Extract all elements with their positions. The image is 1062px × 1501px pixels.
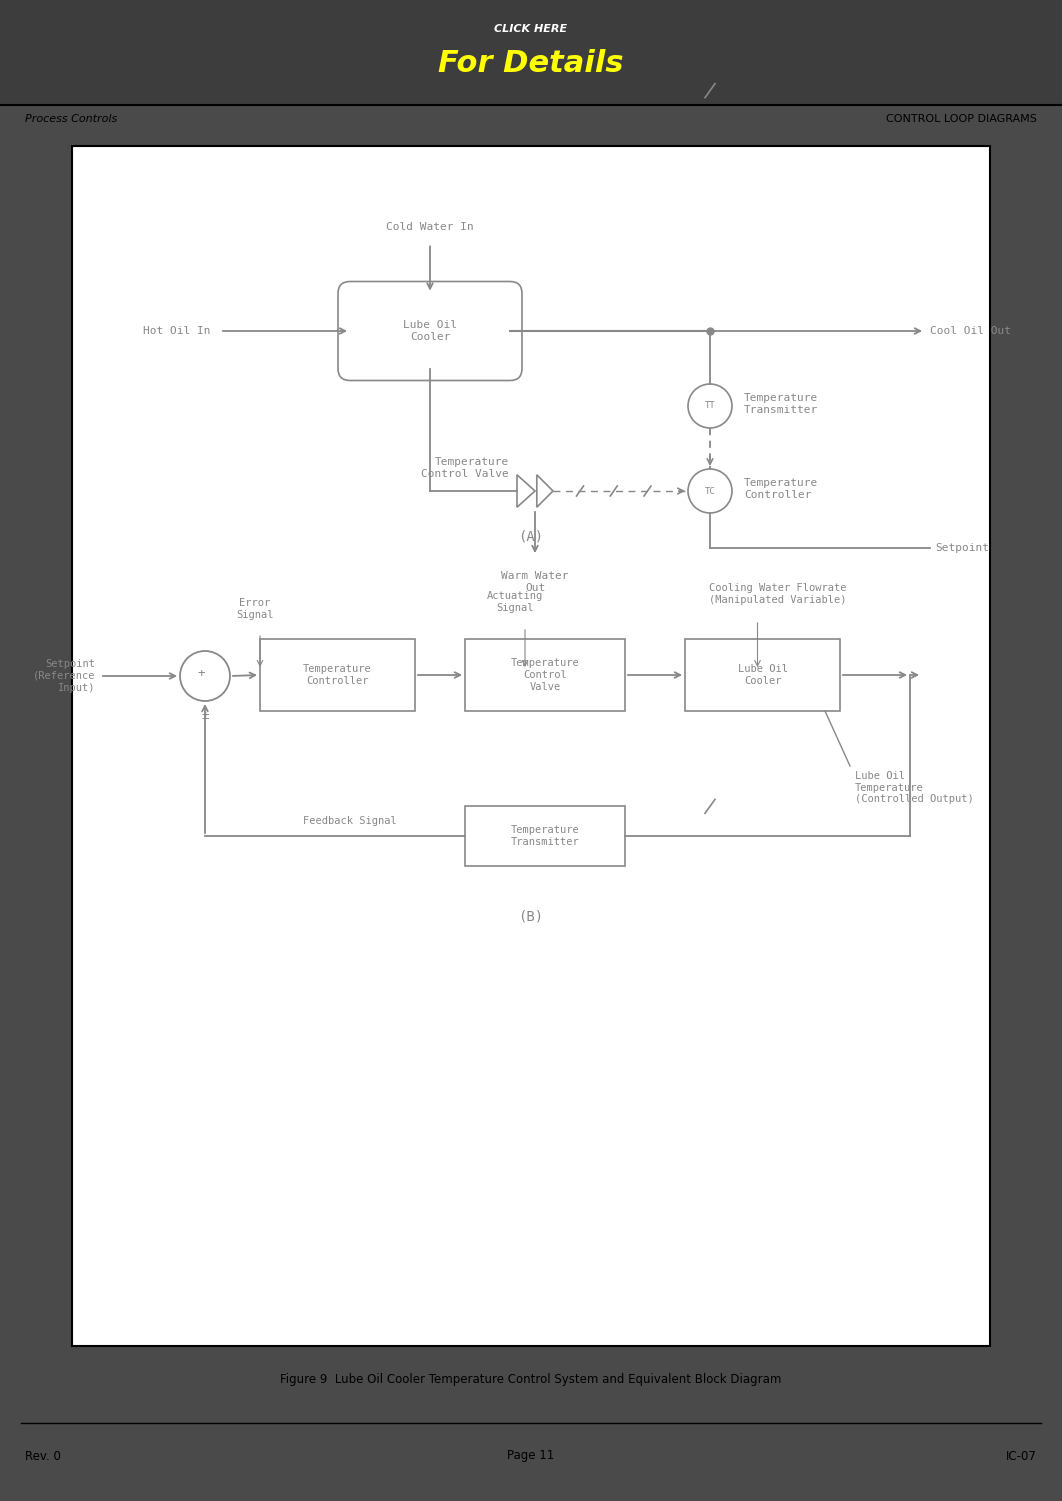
FancyBboxPatch shape — [338, 282, 523, 380]
Text: Lube Oil
Temperature
(Controlled Output): Lube Oil Temperature (Controlled Output) — [855, 772, 974, 805]
Text: Temperature
Control Valve: Temperature Control Valve — [422, 458, 509, 479]
Text: CONTROL LOOP DIAGRAMS: CONTROL LOOP DIAGRAMS — [886, 114, 1037, 125]
Text: CLICK HERE: CLICK HERE — [495, 24, 567, 35]
Text: Warm Water
Out: Warm Water Out — [501, 570, 569, 593]
Text: Setpoint
(Reference
Input): Setpoint (Reference Input) — [33, 659, 95, 692]
Text: Temperature
Controller: Temperature Controller — [744, 479, 818, 500]
Text: ±: ± — [202, 708, 209, 722]
Text: Lube Oil
Cooler: Lube Oil Cooler — [402, 320, 457, 342]
Bar — [465, 806, 626, 866]
Bar — [0, 0, 1062, 105]
Text: Temperature
Transmitter: Temperature Transmitter — [511, 826, 580, 847]
Text: Rev. 0: Rev. 0 — [25, 1450, 61, 1462]
Text: Hot Oil In: Hot Oil In — [142, 326, 210, 336]
Text: Feedback Signal: Feedback Signal — [303, 817, 397, 826]
Text: Process Controls: Process Controls — [25, 114, 117, 125]
Text: Figure 9  Lube Oil Cooler Temperature Control System and Equivalent Block Diagra: Figure 9 Lube Oil Cooler Temperature Con… — [280, 1372, 782, 1385]
Text: TC: TC — [704, 486, 716, 495]
Text: (A): (A) — [518, 528, 544, 543]
Text: (B): (B) — [518, 910, 544, 923]
Text: Cooling Water Flowrate
(Manipulated Variable): Cooling Water Flowrate (Manipulated Vari… — [708, 584, 846, 605]
Bar — [685, 639, 840, 711]
Bar — [72, 146, 990, 1346]
Text: Temperature
Transmitter: Temperature Transmitter — [744, 393, 818, 414]
Text: Actuating
Signal: Actuating Signal — [486, 591, 543, 612]
Text: Temperature
Controller: Temperature Controller — [303, 665, 372, 686]
Text: For Details: For Details — [439, 48, 623, 78]
Text: Setpoint: Setpoint — [935, 543, 989, 552]
Text: TT: TT — [704, 401, 716, 410]
Text: Lube Oil
Cooler: Lube Oil Cooler — [737, 665, 788, 686]
Text: Page 11: Page 11 — [508, 1450, 554, 1462]
Bar — [260, 639, 415, 711]
Text: Temperature
Control
Valve: Temperature Control Valve — [511, 659, 580, 692]
Text: Cold Water In: Cold Water In — [387, 222, 474, 231]
Bar — [465, 639, 626, 711]
Text: Error
Signal: Error Signal — [236, 599, 274, 620]
Text: +: + — [198, 668, 205, 680]
Text: Cool Oil Out: Cool Oil Out — [930, 326, 1011, 336]
Text: IC-07: IC-07 — [1006, 1450, 1037, 1462]
